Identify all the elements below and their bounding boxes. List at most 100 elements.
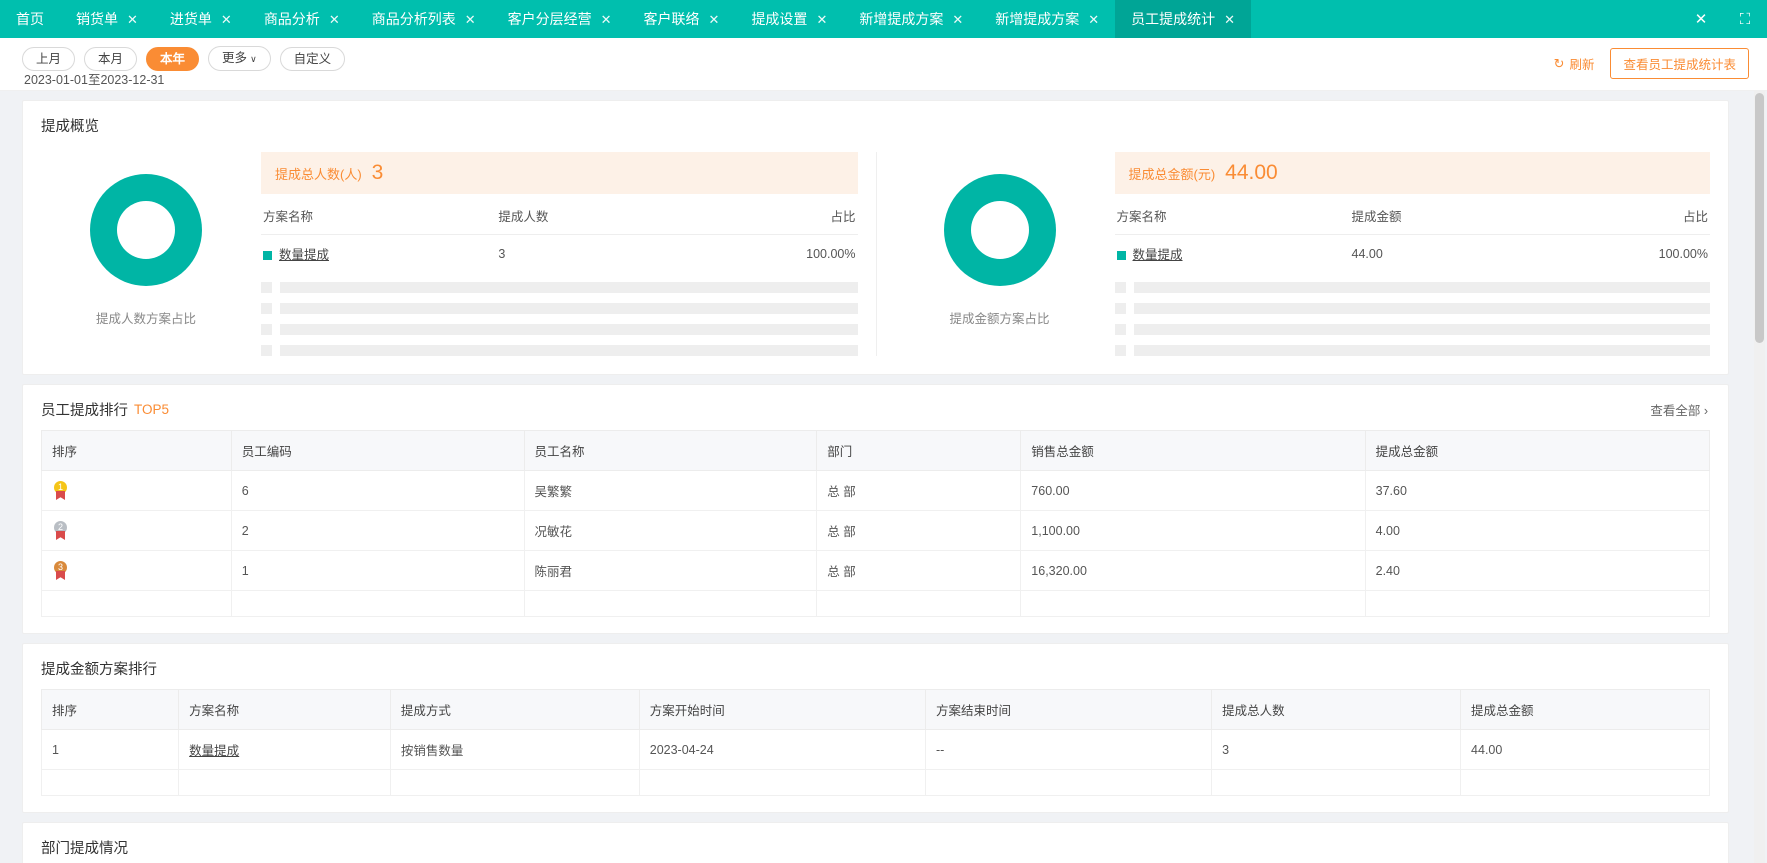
- tab-8[interactable]: 新增提成方案 ✕: [843, 0, 979, 38]
- plan-rank-table: 排序 方案名称 提成方式 方案开始时间 方案结束时间 提成总人数 提成总金额 1 数量提成 按销…: [40, 689, 1710, 796]
- empty-cell: [389, 769, 640, 796]
- employee-rank-header: 员工提成排行 TOP5 查看全部 ›: [23, 385, 1728, 430]
- date-chip-0[interactable]: 上月: [22, 46, 76, 71]
- vertical-scrollbar[interactable]: [1754, 91, 1765, 863]
- date-chip-3[interactable]: 更多 ∨: [208, 46, 271, 71]
- empty-cell: [523, 590, 818, 617]
- tab-close-icon[interactable]: ✕: [1088, 11, 1100, 27]
- table-row[interactable]: 1 6 吴繁繁总 部 760.00 37.60: [41, 470, 1711, 511]
- skeleton-bar: [280, 282, 858, 293]
- col-people-count: 提成人数: [496, 194, 679, 235]
- overview-amount-panel: 提成金额方案占比 提成总金额(元) 44.00 方案名称 提成金额 占比 数量提…: [875, 152, 1729, 356]
- skeleton-row: [261, 282, 858, 293]
- refresh-button[interactable]: ↻ 刷新: [1554, 54, 1595, 73]
- table-row[interactable]: 2 2 况敏花总 部 1,100.00 4.00: [41, 510, 1711, 551]
- skeleton-bar: [1133, 324, 1710, 335]
- cell-dept: 总 部: [816, 470, 1022, 511]
- date-chip-4[interactable]: 自定义: [279, 46, 346, 71]
- cell-rank: 3: [41, 550, 232, 591]
- plan-rank-card: 提成金额方案排行 排序 方案名称 提成方式 方案开始时间 方案结束时间 提成总人数 提成总金…: [22, 643, 1729, 813]
- people-donut-chart: 提成人数方案占比: [31, 152, 261, 327]
- amount-breakdown-table: 方案名称 提成金额 占比 数量提成 44.00 100.00%: [1114, 194, 1711, 273]
- close-icon[interactable]: ✕: [1694, 11, 1708, 28]
- department-commission-card: 部门提成情况 序号部门名称提成方式方案开始时间方案结束时间参与提成人数提成总金额…: [22, 822, 1729, 863]
- plan-name-link[interactable]: 数量提成: [279, 248, 330, 262]
- tab-close-icon[interactable]: ✕: [127, 11, 138, 27]
- tab-4[interactable]: 商品分析列表 ✕: [356, 0, 492, 38]
- medal-rank-icon: 1: [52, 481, 69, 500]
- legend-swatch-icon: [1116, 251, 1126, 261]
- plan-name-cell: 数量提成: [1115, 235, 1350, 273]
- col-amount-pct: 占比: [1530, 194, 1710, 235]
- skeleton-bar: [1133, 303, 1710, 314]
- tab-2[interactable]: 进货单 ✕: [154, 0, 248, 38]
- tab-3[interactable]: 商品分析 ✕: [248, 0, 356, 38]
- tab-7[interactable]: 提成设置 ✕: [735, 0, 843, 38]
- tab-close-icon[interactable]: ✕: [464, 11, 476, 27]
- date-chip-label: 更多: [222, 51, 248, 65]
- col-amount: 提成金额: [1349, 194, 1531, 235]
- skeleton-row: [1114, 345, 1710, 356]
- skeleton-row: [261, 324, 858, 335]
- view-all-link[interactable]: 查看全部 ›: [1650, 404, 1708, 418]
- date-chip-1[interactable]: 本月: [84, 46, 138, 71]
- people-donut-ring: [90, 174, 202, 286]
- scrollbar-thumb[interactable]: [1755, 93, 1764, 343]
- table-header-row: 方案名称 提成人数 占比: [261, 194, 858, 235]
- tab-close-icon[interactable]: ✕: [1224, 11, 1236, 27]
- empty-cell: [1020, 590, 1366, 617]
- tab-close-icon[interactable]: ✕: [328, 11, 340, 27]
- column-header-0: 排序: [41, 430, 232, 471]
- table-header-row: 排序 方案名称 提成方式 方案开始时间 方案结束时间 提成总人数 提成总金额: [40, 689, 1710, 730]
- medal-disc: 3: [54, 561, 67, 574]
- tab-10[interactable]: 员工提成统计 ✕: [1115, 0, 1252, 38]
- empty-cell: [638, 769, 926, 796]
- percent-cell: 100.00%: [806, 246, 856, 261]
- tab-close-icon[interactable]: ✕: [708, 11, 720, 27]
- empty-cell: [1364, 590, 1711, 617]
- skeleton-row: [1114, 324, 1710, 335]
- cell-sales: 760.00: [1020, 470, 1366, 511]
- medal-rank-icon: 3: [52, 561, 69, 580]
- cell-name: 况敏花: [523, 510, 818, 551]
- employee-rank-badge: TOP5: [134, 402, 170, 417]
- tab-0[interactable]: 首页: [0, 0, 60, 38]
- tab-9[interactable]: 新增提成方案 ✕: [979, 0, 1115, 38]
- tab-close-icon[interactable]: ✕: [600, 11, 612, 27]
- filter-bar-actions: ↻ 刷新 查看员工提成统计表: [1554, 46, 1749, 79]
- cell-dept: 总 部: [816, 550, 1022, 591]
- skeleton-swatch: [261, 303, 272, 314]
- amount-breakdown: 提成总金额(元) 44.00 方案名称 提成金额 占比 数量提成 44.00 100…: [1114, 152, 1721, 356]
- skeleton-swatch: [261, 282, 272, 293]
- skeleton-row: [1114, 282, 1710, 293]
- maximize-icon[interactable]: ⛶: [1739, 10, 1751, 28]
- employee-rank-table-wrap: 排序 员工编码 员工名称 部门 销售总金额 提成总金额 1 6 吴繁繁总 部 760.00 37.…: [23, 430, 1728, 633]
- column-header-2: 员工名称: [523, 430, 818, 471]
- empty-cell: [924, 769, 1213, 796]
- plan-name-link[interactable]: 数量提成: [189, 744, 240, 758]
- cell-amount: 44.00: [1460, 729, 1710, 770]
- people-total-label: 提成总人数(人): [275, 167, 362, 182]
- table-row: 数量提成 44.00 100.00%: [1115, 235, 1711, 273]
- view-commission-report-button[interactable]: 查看员工提成统计表: [1610, 48, 1749, 79]
- column-header-1: 方案名称: [178, 689, 391, 730]
- table-header-row: 方案名称 提成金额 占比: [1114, 194, 1710, 235]
- date-chip-label: 本年: [160, 51, 186, 66]
- tab-5[interactable]: 客户分层经营 ✕: [492, 0, 628, 38]
- tab-1[interactable]: 销货单 ✕: [60, 0, 154, 38]
- tab-close-icon[interactable]: ✕: [816, 11, 828, 27]
- tab-6[interactable]: 客户联络 ✕: [628, 0, 736, 38]
- tab-close-icon[interactable]: ✕: [952, 11, 964, 27]
- date-chip-2[interactable]: 本年: [146, 46, 200, 71]
- cell-commission: 37.60: [1364, 470, 1711, 511]
- table-row[interactable]: 1 数量提成 按销售数量 2023-04-24 -- 3 44.00: [40, 729, 1710, 770]
- cell-rank: 1: [41, 470, 232, 511]
- department-title: 部门提成情况: [41, 841, 128, 857]
- column-header-5: 提成总金额: [1364, 430, 1711, 471]
- tab-close-icon[interactable]: ✕: [220, 11, 232, 27]
- overview-title: 提成概览: [41, 119, 99, 135]
- empty-cell: [1460, 769, 1710, 796]
- cell-name: 陈丽君: [523, 550, 818, 591]
- table-row[interactable]: 3 1 陈丽君总 部 16,320.00 2.40: [41, 550, 1711, 591]
- plan-name-link[interactable]: 数量提成: [1132, 248, 1183, 262]
